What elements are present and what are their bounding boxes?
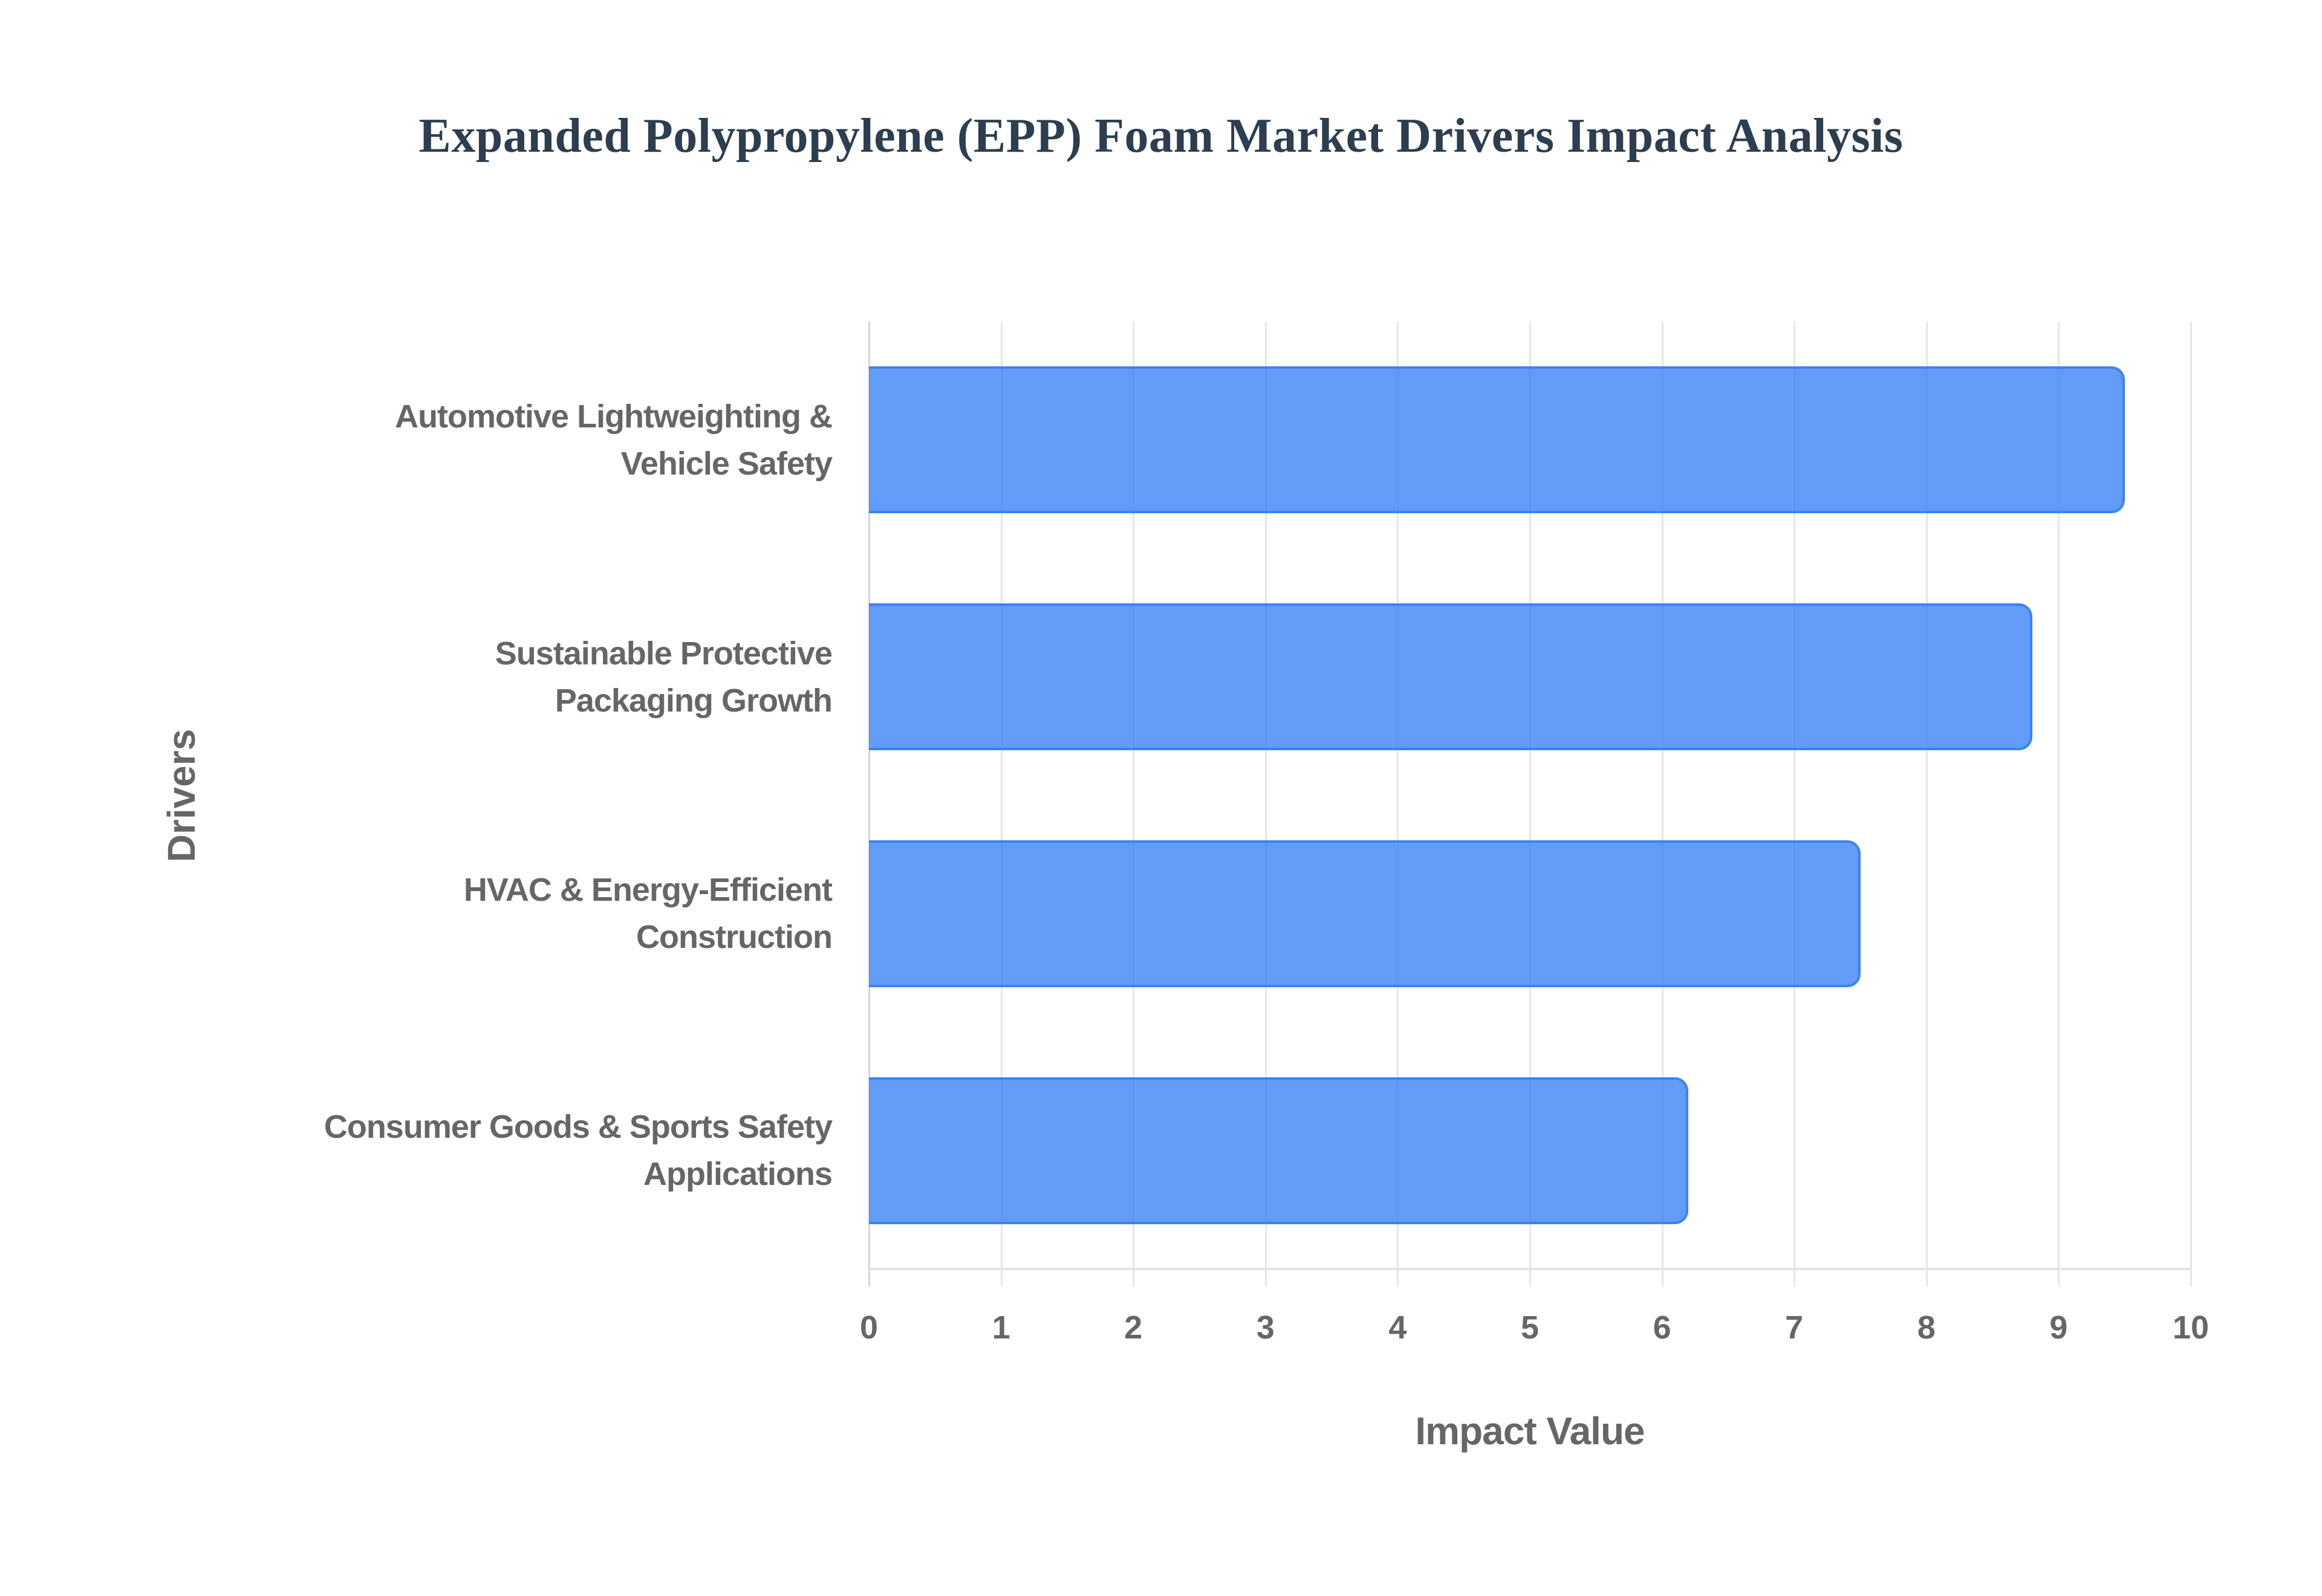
category-label-line: Consumer Goods & Sports Safety	[324, 1109, 833, 1146]
x-tick-label: 3	[1256, 1309, 1275, 1346]
category-label-line: Automotive Lightweighting &	[395, 398, 833, 435]
category-label-line: HVAC & Energy-Efficient	[463, 872, 833, 909]
gridline	[868, 322, 870, 1286]
category-label-line: Sustainable Protective	[495, 635, 833, 672]
category-label: Sustainable Protective Packaging Growth	[106, 630, 833, 724]
bar[interactable]	[869, 840, 1861, 987]
category-label-line: Packaging Growth	[554, 682, 833, 719]
x-tick-label: 2	[1124, 1309, 1143, 1346]
category-label-line: Construction	[636, 919, 833, 956]
category-label-line: Applications	[643, 1156, 833, 1193]
category-label: Automotive Lightweighting & Vehicle Safet…	[106, 393, 833, 487]
gridline	[2058, 322, 2060, 1286]
x-tick-label: 9	[2049, 1309, 2068, 1346]
bar[interactable]	[869, 1077, 1689, 1224]
gridline	[2190, 322, 2192, 1286]
gridline	[1794, 322, 1796, 1286]
x-tick-label: 10	[2172, 1309, 2210, 1346]
x-axis-line	[869, 1268, 2191, 1270]
gridline	[1925, 322, 1928, 1286]
x-tick-label: 0	[859, 1309, 879, 1346]
x-tick-label: 7	[1785, 1309, 1804, 1346]
x-tick-label: 8	[1917, 1309, 1936, 1346]
plot-area	[868, 322, 2192, 1286]
x-axis-title: Impact Value	[1415, 1409, 1645, 1453]
gridline	[1264, 322, 1267, 1286]
x-tick-label: 4	[1388, 1309, 1407, 1346]
x-tick-label: 1	[992, 1309, 1010, 1346]
category-label-line: Vehicle Safety	[620, 445, 833, 482]
gridline	[1000, 322, 1003, 1286]
bar[interactable]	[869, 603, 2032, 751]
y-axis-title: Drivers	[160, 728, 203, 863]
gridline	[1529, 322, 1531, 1286]
bar[interactable]	[869, 366, 2125, 514]
gridline	[1661, 322, 1663, 1286]
chart-title: Expanded Polypropylene (EPP) Foam Market…	[418, 109, 1904, 163]
gridline	[1397, 322, 1399, 1286]
category-label: Consumer Goods & Sports Safety Applicatio…	[106, 1103, 833, 1198]
x-tick-label: 5	[1520, 1309, 1540, 1346]
x-tick-label: 6	[1653, 1309, 1671, 1346]
category-label: HVAC & Energy-Efficient Construction	[106, 866, 833, 961]
gridline	[1133, 322, 1135, 1286]
